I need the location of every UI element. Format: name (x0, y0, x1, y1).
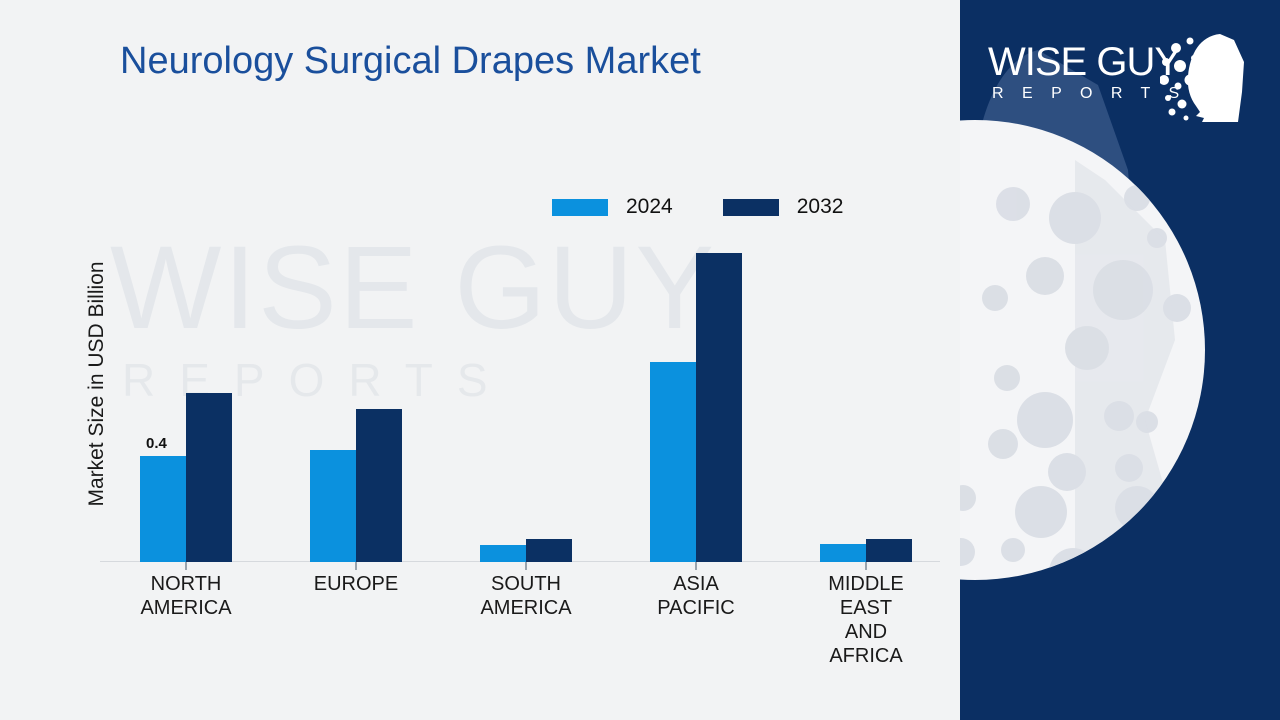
molecule-dots-pattern (960, 160, 1191, 580)
category-label-line: AMERICA (480, 597, 572, 619)
bar-group: 0.4 NORTH AMERICA (138, 200, 234, 619)
bar-pair (138, 200, 234, 562)
category-label-line: EUROPE (313, 573, 399, 595)
axis-tick (355, 562, 357, 570)
bar-group: ASIA PACIFIC (648, 200, 744, 619)
bar-2024[interactable] (480, 545, 526, 562)
category-label: EUROPE (286, 572, 426, 596)
bar-2024[interactable] (310, 450, 356, 562)
bar-2024[interactable] (140, 456, 186, 562)
category-label-line: AND (844, 621, 888, 643)
axis-tick (185, 562, 187, 570)
category-label-line: ASIA (673, 573, 719, 595)
bar-2032[interactable] (526, 539, 572, 562)
category-label: ASIA PACIFIC (626, 572, 766, 620)
category-label-line: AFRICA (829, 645, 903, 667)
axis-tick (525, 562, 527, 570)
bar-group: EUROPE (308, 200, 404, 595)
bar-pair (308, 200, 404, 562)
category-label: MIDDLE EAST AND AFRICA (796, 572, 936, 668)
logo-text: WISE GUY R E P O R T S (988, 40, 1187, 104)
page-title: Neurology Surgical Drapes Market (120, 40, 701, 82)
category-label-line: MIDDLE (828, 573, 904, 595)
legend-label-2024: 2024 (626, 195, 673, 218)
bar-2032[interactable] (356, 409, 402, 562)
category-label-line: EAST (839, 597, 893, 619)
chart-legend: 2024 2032 (552, 195, 843, 219)
bar-2032[interactable] (696, 253, 742, 562)
bar-group: MIDDLE EAST AND AFRICA (818, 200, 914, 667)
bar-2024[interactable] (650, 362, 696, 562)
bar-2024[interactable] (820, 544, 866, 562)
bar-group: SOUTH AMERICA (478, 200, 574, 619)
category-label-line: SOUTH (491, 573, 561, 595)
bar-pair (478, 200, 574, 562)
head-profile-icon (1160, 34, 1244, 122)
bar-2032[interactable] (186, 393, 232, 562)
legend-item-2024[interactable]: 2024 (552, 195, 673, 219)
axis-tick (695, 562, 697, 570)
category-label-line: PACIFIC (657, 597, 735, 619)
bar-pair (648, 200, 744, 562)
legend-swatch-2024 (552, 198, 608, 216)
category-label-line: NORTH (150, 573, 222, 595)
legend-swatch-2032 (722, 198, 779, 216)
logo-primary-text: WISE GUY (988, 40, 1181, 84)
category-label: SOUTH AMERICA (456, 572, 596, 620)
legend-item-2032[interactable]: 2032 (722, 195, 844, 219)
category-label: NORTH AMERICA (116, 572, 256, 620)
wiseguy-logo: WISE GUY R E P O R T S (988, 34, 1244, 124)
bar-2032[interactable] (866, 539, 912, 562)
legend-label-2032: 2032 (796, 195, 844, 218)
axis-tick (865, 562, 867, 570)
category-label-line: AMERICA (140, 597, 232, 619)
bar-pair (818, 200, 914, 562)
logo-secondary-text: R E P O R T S (992, 85, 1187, 102)
chart-plot-area: 0.4 NORTH AMERICA EUROPE SOUTH AMERICA (100, 200, 940, 667)
bar-data-label: 0.4 (146, 435, 167, 452)
